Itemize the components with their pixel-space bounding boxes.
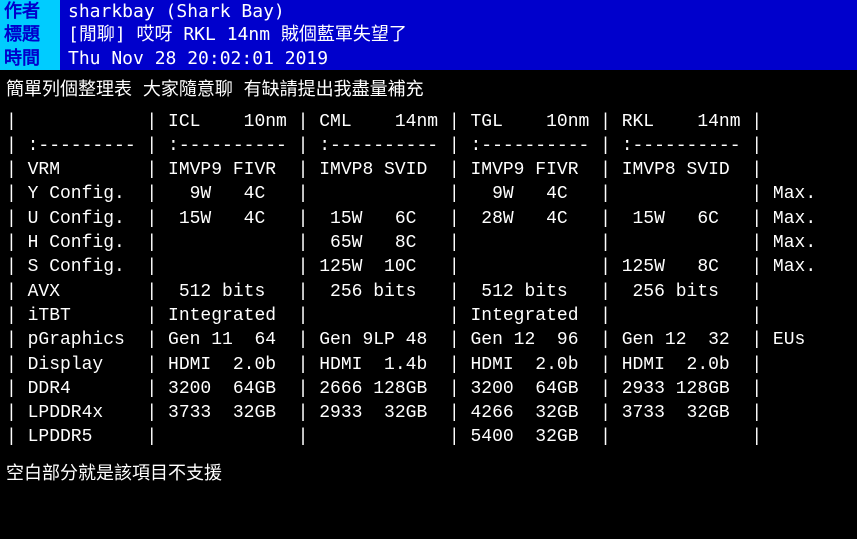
time-label: 時間 [0,47,60,70]
author-value: sharkbay (Shark Bay) [60,0,857,23]
comparison-table: | | ICL 10nm | CML 14nm | TGL 10nm | RKL… [0,106,857,454]
bbs-header: 作者 sharkbay (Shark Bay) 標題 [閒聊] 哎呀 RKL 1… [0,0,857,70]
title-label: 標題 [0,23,60,46]
title-value: [閒聊] 哎呀 RKL 14nm 賊個藍軍失望了 [60,23,857,46]
footer-text: 空白部分就是該項目不支援 [0,454,857,489]
table-pre: | | ICL 10nm | CML 14nm | TGL 10nm | RKL… [6,110,851,450]
author-label: 作者 [0,0,60,23]
intro-text: 簡單列個整理表 大家隨意聊 有缺請提出我盡量補充 [0,70,857,105]
time-value: Thu Nov 28 20:02:01 2019 [60,47,857,70]
